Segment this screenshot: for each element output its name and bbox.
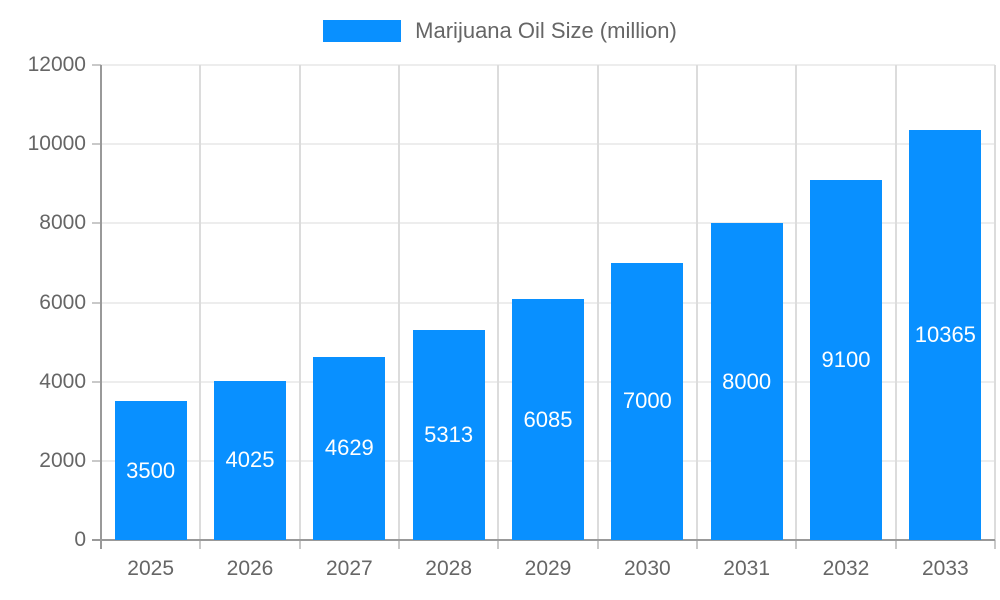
y-tick-mark xyxy=(92,64,101,66)
x-tick-mark xyxy=(497,540,500,549)
y-tick-mark xyxy=(92,459,101,462)
x-tick-label: 2027 xyxy=(325,557,373,580)
bar: 3500 xyxy=(114,401,187,540)
x-tick-label: 2031 xyxy=(723,557,771,580)
v-gridline xyxy=(398,65,400,540)
v-gridline xyxy=(894,65,897,540)
x-tick-label: 2029 xyxy=(524,557,572,580)
v-gridline xyxy=(795,65,798,540)
y-tick-mark xyxy=(92,222,101,225)
bar: 7000 xyxy=(611,262,684,540)
v-gridline xyxy=(994,65,996,540)
bar-value-label: 9100 xyxy=(821,346,871,372)
h-gridline xyxy=(101,64,995,66)
v-gridline xyxy=(596,65,599,540)
v-gridline xyxy=(696,65,698,540)
bar-value-label: 4629 xyxy=(324,435,374,461)
x-tick-mark xyxy=(795,540,798,549)
x-tick-label: 2032 xyxy=(822,557,870,580)
bar: 8000 xyxy=(710,223,783,540)
x-tick-mark xyxy=(696,540,698,549)
y-tick-mark xyxy=(92,301,101,304)
y-tick-label: 4000 xyxy=(39,369,86,393)
legend-label: Marijuana Oil Size (million) xyxy=(415,18,677,43)
x-tick-label: 2030 xyxy=(623,557,671,580)
bar: 4025 xyxy=(214,380,286,540)
v-gridline xyxy=(298,65,301,540)
x-tick-mark xyxy=(298,540,301,549)
h-gridline xyxy=(101,222,995,225)
x-tick-mark xyxy=(596,540,599,549)
legend-swatch-icon xyxy=(323,20,402,42)
v-gridline xyxy=(199,65,202,540)
bar-value-label: 7000 xyxy=(622,388,672,414)
x-tick-mark xyxy=(199,540,202,549)
legend[interactable]: Marijuana Oil Size (million) xyxy=(0,19,1000,43)
h-gridline xyxy=(101,143,995,146)
x-tick-label: 2026 xyxy=(226,557,274,580)
y-tick-label: 8000 xyxy=(39,211,86,235)
y-tick-label: 12000 xyxy=(27,53,86,76)
x-tick-mark xyxy=(894,540,897,549)
y-tick-label: 6000 xyxy=(39,290,86,314)
bar-value-label: 6085 xyxy=(523,406,573,432)
v-gridline xyxy=(497,65,500,540)
y-tick-mark xyxy=(92,380,101,383)
y-axis-line xyxy=(100,65,102,549)
bar: 9100 xyxy=(810,179,882,540)
bar: 5313 xyxy=(412,329,485,540)
x-tick-mark xyxy=(994,540,996,549)
x-tick-label: 2025 xyxy=(127,557,175,580)
bar-value-label: 3500 xyxy=(126,457,176,483)
x-tick-label: 2028 xyxy=(425,557,473,580)
bar-value-label: 4025 xyxy=(225,447,275,473)
y-tick-label: 2000 xyxy=(39,448,86,472)
y-tick-label: 0 xyxy=(74,528,86,551)
y-tick-label: 10000 xyxy=(27,132,86,156)
x-axis-line xyxy=(92,539,995,541)
y-tick-mark xyxy=(92,143,101,146)
bar: 6085 xyxy=(512,299,584,540)
bar: 10365 xyxy=(909,129,982,540)
plot-area: 3500 4025 4629 5313 6085 7000 8000 9100 10365 xyxy=(92,64,996,549)
bar: 4629 xyxy=(313,356,386,540)
x-tick-label: 2033 xyxy=(921,557,969,580)
bar-value-label: 5313 xyxy=(424,421,474,447)
bar-value-label: 8000 xyxy=(722,368,772,394)
bar-value-label: 10365 xyxy=(914,321,976,347)
x-tick-mark xyxy=(398,540,400,549)
